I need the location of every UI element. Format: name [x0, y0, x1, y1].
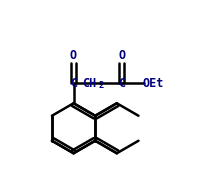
Text: O: O — [118, 49, 125, 62]
Text: O: O — [70, 49, 77, 62]
Text: C: C — [70, 77, 77, 90]
Text: CH: CH — [82, 77, 96, 90]
Text: C: C — [118, 77, 125, 90]
Text: OEt: OEt — [142, 77, 164, 90]
Text: 2: 2 — [98, 81, 104, 90]
